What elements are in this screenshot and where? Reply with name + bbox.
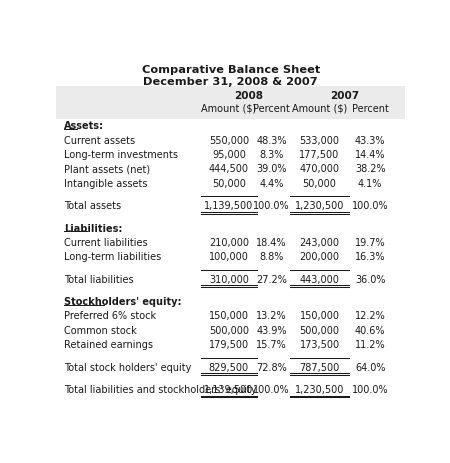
Text: 18.4%: 18.4% xyxy=(256,238,287,247)
Text: 100.0%: 100.0% xyxy=(253,384,290,394)
Text: Comparative Balance Sheet: Comparative Balance Sheet xyxy=(141,64,320,75)
Text: 1,230,500: 1,230,500 xyxy=(295,201,344,211)
Text: 500,000: 500,000 xyxy=(300,325,340,335)
Text: Intangible assets: Intangible assets xyxy=(64,178,148,188)
Text: 1,139,500: 1,139,500 xyxy=(204,384,253,394)
Text: 27.2%: 27.2% xyxy=(256,275,287,284)
Bar xyxy=(56,88,405,119)
Text: 12.2%: 12.2% xyxy=(355,311,386,321)
Text: Current assets: Current assets xyxy=(64,135,135,145)
Text: 210,000: 210,000 xyxy=(209,238,249,247)
Text: 200,000: 200,000 xyxy=(300,252,340,262)
Text: Long-term liabilities: Long-term liabilities xyxy=(64,252,161,262)
Text: Current liabilities: Current liabilities xyxy=(64,238,148,247)
Text: 100.0%: 100.0% xyxy=(352,201,388,211)
Text: 16.3%: 16.3% xyxy=(355,252,385,262)
Text: December 31, 2008 & 2007: December 31, 2008 & 2007 xyxy=(143,76,318,87)
Text: Percent: Percent xyxy=(352,103,388,113)
Text: Liabilities:: Liabilities: xyxy=(64,223,122,233)
Text: 100.0%: 100.0% xyxy=(352,384,388,394)
Text: Preferred 6% stock: Preferred 6% stock xyxy=(64,311,156,321)
Text: Assets:: Assets: xyxy=(64,121,104,131)
Text: 2008: 2008 xyxy=(234,91,264,101)
Text: 43.9%: 43.9% xyxy=(256,325,287,335)
Text: 15.7%: 15.7% xyxy=(256,339,287,349)
Text: 310,000: 310,000 xyxy=(209,275,249,284)
Text: 500,000: 500,000 xyxy=(209,325,249,335)
Text: Amount ($): Amount ($) xyxy=(292,103,347,113)
Text: 150,000: 150,000 xyxy=(209,311,249,321)
Text: 787,500: 787,500 xyxy=(299,362,340,372)
Text: 8.8%: 8.8% xyxy=(259,252,284,262)
Text: Percent: Percent xyxy=(253,103,290,113)
Text: Plant assets (net): Plant assets (net) xyxy=(64,164,150,174)
Text: 243,000: 243,000 xyxy=(300,238,340,247)
Text: 19.7%: 19.7% xyxy=(355,238,386,247)
Text: 173,500: 173,500 xyxy=(300,339,340,349)
Text: 48.3%: 48.3% xyxy=(256,135,287,145)
Text: Total assets: Total assets xyxy=(64,201,121,211)
Text: 829,500: 829,500 xyxy=(209,362,249,372)
Text: 100,000: 100,000 xyxy=(209,252,249,262)
Text: 14.4%: 14.4% xyxy=(355,150,385,160)
Text: 1,230,500: 1,230,500 xyxy=(295,384,344,394)
Text: 550,000: 550,000 xyxy=(209,135,249,145)
Text: 50,000: 50,000 xyxy=(212,178,246,188)
Text: 8.3%: 8.3% xyxy=(259,150,284,160)
Text: 38.2%: 38.2% xyxy=(355,164,386,174)
Text: 100.0%: 100.0% xyxy=(253,201,290,211)
Text: 470,000: 470,000 xyxy=(300,164,340,174)
Text: 4.4%: 4.4% xyxy=(259,178,284,188)
Text: 2007: 2007 xyxy=(330,91,359,101)
Text: 72.8%: 72.8% xyxy=(256,362,287,372)
Text: 150,000: 150,000 xyxy=(300,311,340,321)
Text: Total liabilities: Total liabilities xyxy=(64,275,134,284)
Text: 4.1%: 4.1% xyxy=(358,178,382,188)
Text: Long-term investments: Long-term investments xyxy=(64,150,178,160)
Text: 50,000: 50,000 xyxy=(302,178,337,188)
Text: Common stock: Common stock xyxy=(64,325,137,335)
Text: 179,500: 179,500 xyxy=(209,339,249,349)
Text: Stockholders' equity:: Stockholders' equity: xyxy=(64,297,181,307)
Text: Amount ($): Amount ($) xyxy=(201,103,256,113)
Text: 40.6%: 40.6% xyxy=(355,325,385,335)
Text: 177,500: 177,500 xyxy=(299,150,340,160)
Text: 64.0%: 64.0% xyxy=(355,362,385,372)
Text: 444,500: 444,500 xyxy=(209,164,249,174)
Text: Total liabilities and stockholders' equity: Total liabilities and stockholders' equi… xyxy=(64,384,256,394)
Text: 95,000: 95,000 xyxy=(212,150,246,160)
Text: 1,139,500: 1,139,500 xyxy=(204,201,253,211)
Text: 13.2%: 13.2% xyxy=(256,311,287,321)
Text: 443,000: 443,000 xyxy=(300,275,339,284)
Text: Retained earnings: Retained earnings xyxy=(64,339,153,349)
Text: 39.0%: 39.0% xyxy=(256,164,287,174)
Text: 36.0%: 36.0% xyxy=(355,275,385,284)
Text: 533,000: 533,000 xyxy=(300,135,340,145)
Text: 43.3%: 43.3% xyxy=(355,135,385,145)
Text: Total stock holders' equity: Total stock holders' equity xyxy=(64,362,191,372)
Text: 11.2%: 11.2% xyxy=(355,339,386,349)
